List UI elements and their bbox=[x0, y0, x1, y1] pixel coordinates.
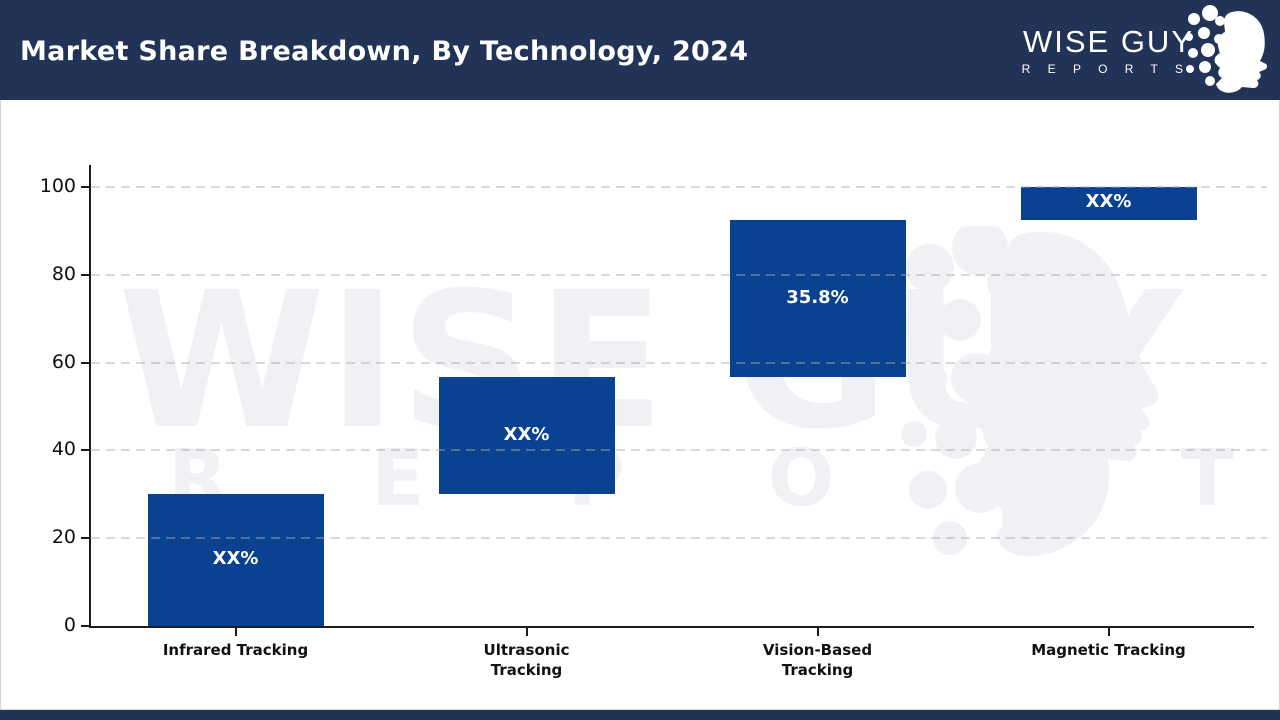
y-tick-mark bbox=[81, 186, 89, 188]
bar-segment bbox=[438, 377, 615, 495]
gridline bbox=[91, 186, 1267, 188]
page-title: Market Share Breakdown, By Technology, 2… bbox=[20, 36, 749, 67]
y-tick-label: 40 bbox=[51, 438, 76, 461]
header-band: Market Share Breakdown, By Technology, 2… bbox=[0, 0, 1280, 100]
category-label: Magnetic Tracking bbox=[1031, 641, 1186, 659]
y-tick-mark bbox=[81, 361, 89, 364]
y-tick-mark bbox=[81, 273, 89, 276]
x-tick-mark bbox=[816, 628, 819, 636]
gridline bbox=[91, 273, 1267, 276]
bar-value-label: XX% bbox=[503, 423, 550, 445]
bar-segment bbox=[1020, 187, 1197, 220]
y-tick-label: 0 bbox=[63, 614, 76, 636]
x-tick-mark bbox=[1107, 628, 1110, 636]
y-tick-mark bbox=[81, 625, 89, 627]
y-tick-label: 100 bbox=[39, 175, 76, 197]
dotted-face-profile-watermark bbox=[901, 226, 1159, 557]
y-tick-label: 60 bbox=[51, 350, 76, 373]
gridline bbox=[91, 361, 1267, 364]
bar-value-label: XX% bbox=[212, 548, 259, 570]
brand-name: WISE GUY bbox=[1022, 24, 1194, 59]
y-tick-label: 80 bbox=[51, 262, 76, 285]
x-tick-mark bbox=[525, 628, 528, 636]
brand-subname: R E P O R T S bbox=[1021, 62, 1190, 76]
x-axis-line bbox=[89, 626, 1254, 628]
y-axis-line bbox=[89, 165, 91, 628]
dotted-face-profile-icon bbox=[1185, 5, 1268, 93]
gridline bbox=[91, 537, 1267, 540]
bar-segment bbox=[147, 494, 324, 626]
gridline bbox=[91, 449, 1267, 452]
x-tick-mark bbox=[234, 628, 237, 636]
y-tick-mark bbox=[81, 537, 89, 540]
brand-logo: WISE GUY R E P O R T S bbox=[1022, 4, 1272, 96]
category-label: Vision-Based Tracking bbox=[762, 641, 873, 679]
category-label: Infrared Tracking bbox=[162, 641, 309, 659]
bar-value-label: XX% bbox=[1085, 191, 1132, 213]
brand-logo-text: WISE GUY R E P O R T S bbox=[1022, 24, 1194, 76]
bar-segment bbox=[729, 219, 906, 378]
y-tick-mark bbox=[81, 449, 89, 452]
y-tick-label: 20 bbox=[51, 526, 76, 549]
category-label: Ultrasonic Tracking bbox=[483, 641, 570, 679]
bar-value-label: 35.8% bbox=[786, 286, 849, 308]
footer-band bbox=[0, 710, 1280, 720]
